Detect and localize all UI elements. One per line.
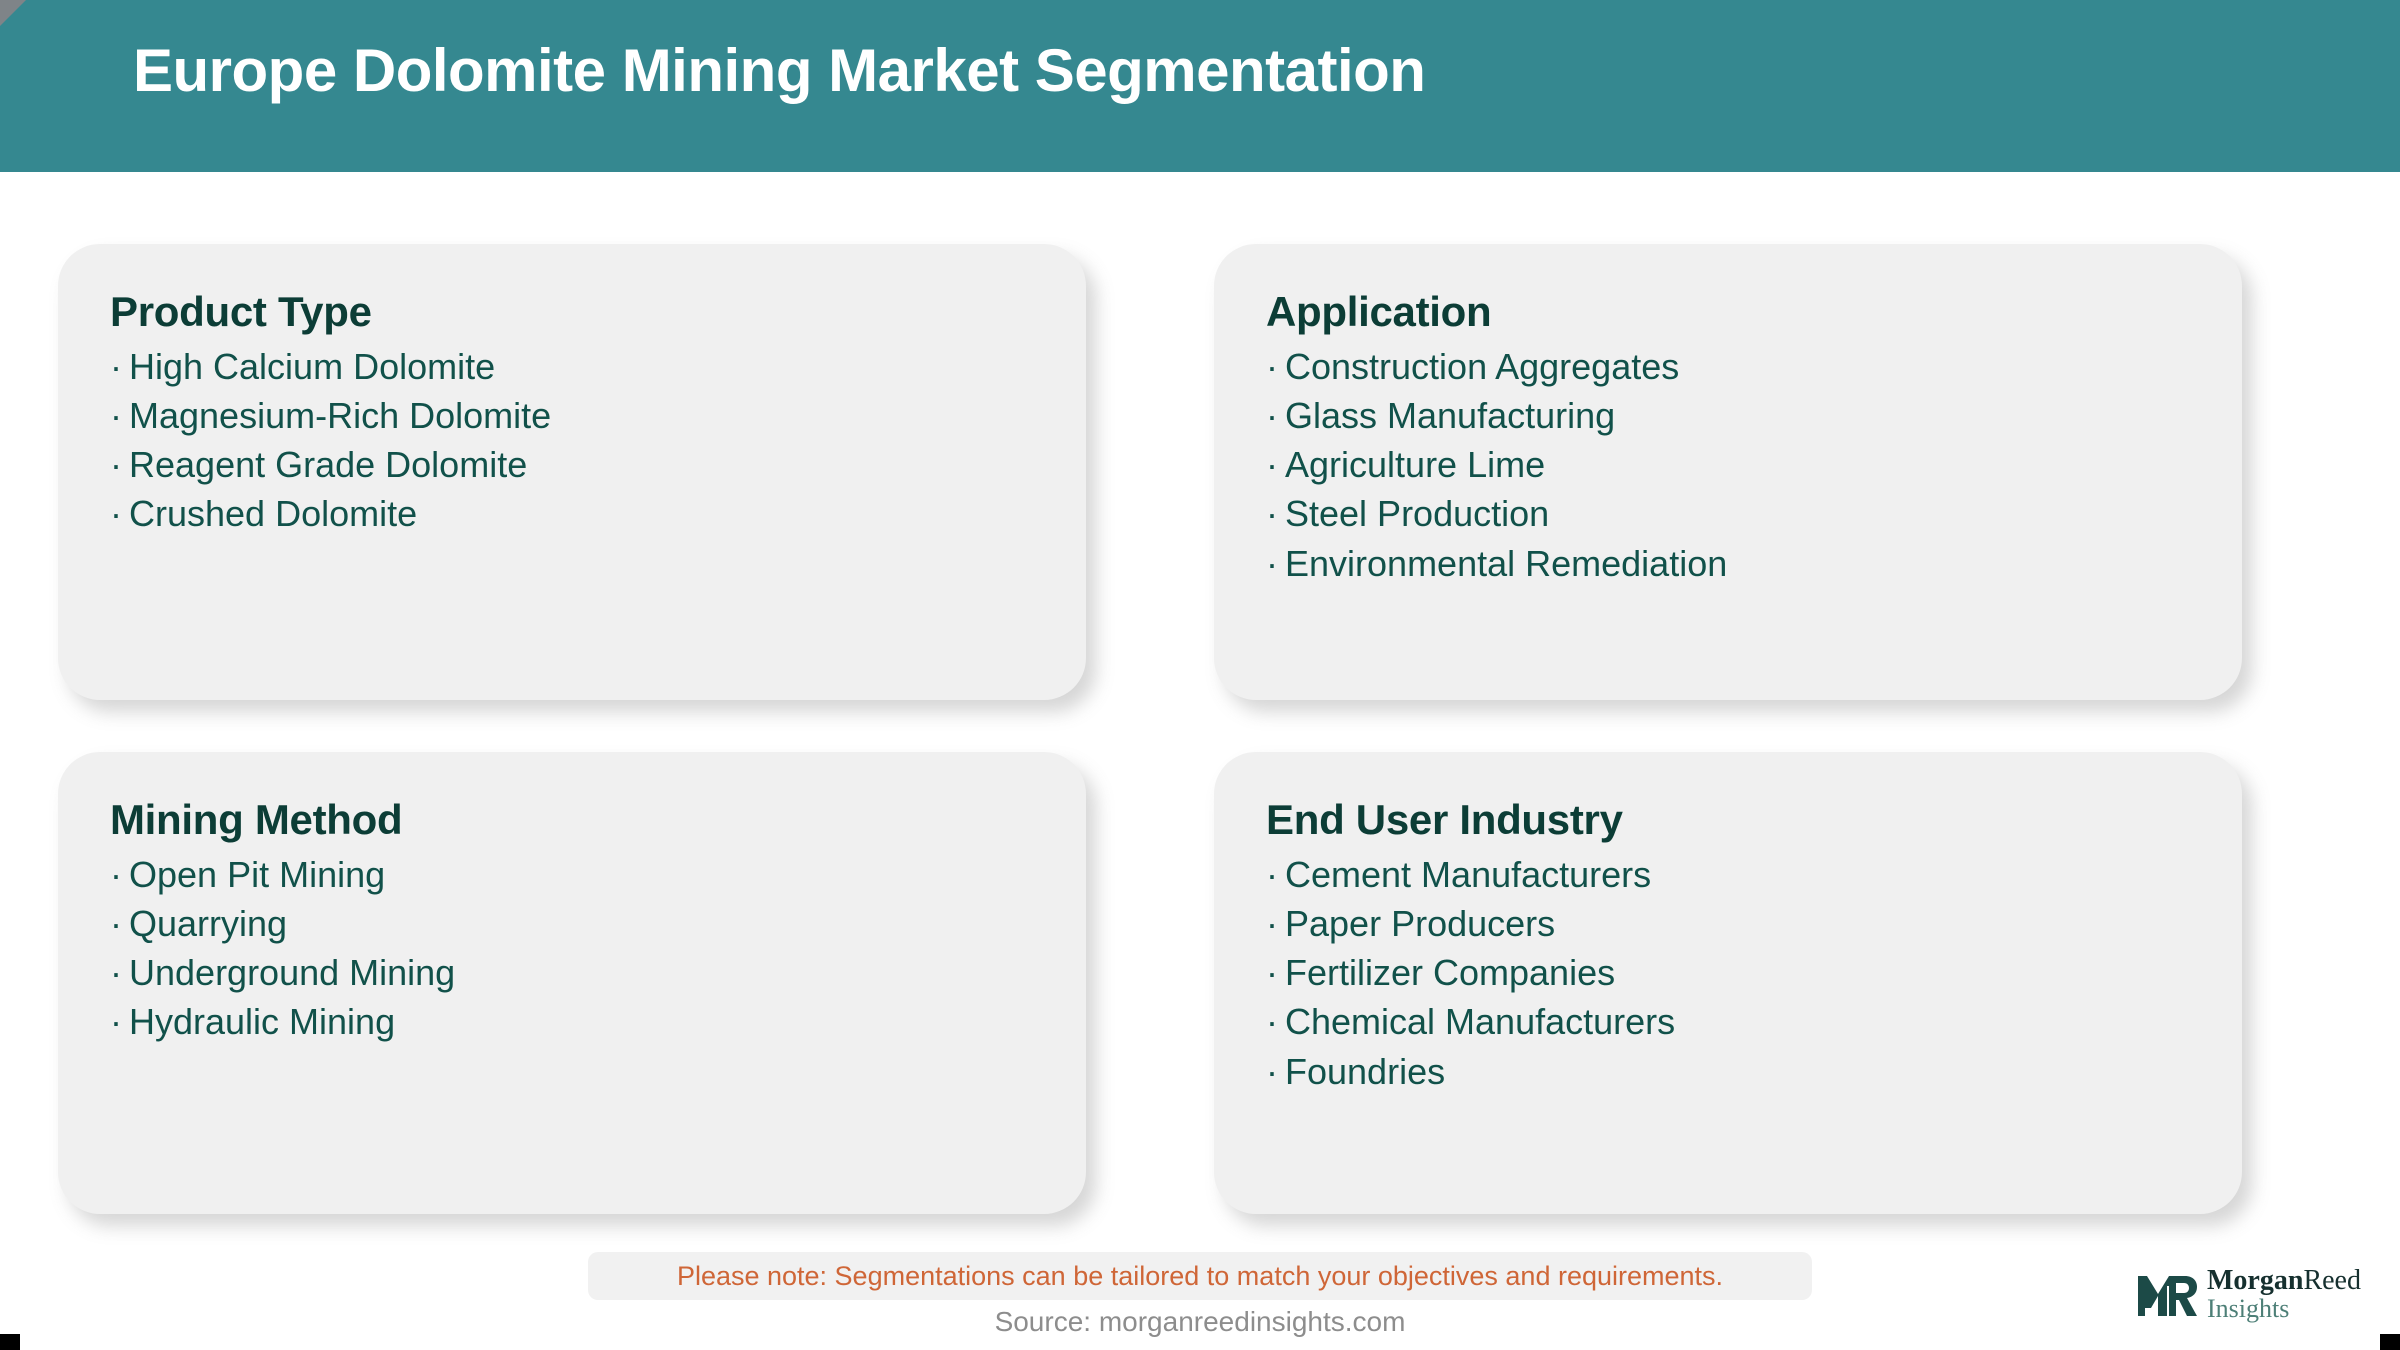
bullet-icon: · [110, 903, 122, 945]
bullet-icon: · [1266, 444, 1278, 486]
corner-notch-decoration [0, 0, 26, 26]
tailoring-note-banner: Please note: Segmentations can be tailor… [588, 1252, 1812, 1300]
bullet-icon: · [110, 952, 122, 994]
list-item: · Open Pit Mining [110, 850, 1034, 899]
list-item-label: Environmental Remediation [1285, 542, 1728, 584]
bullet-icon: · [110, 444, 122, 486]
list-item: · Construction Aggregates [1266, 342, 2190, 391]
bullet-icon: · [1266, 395, 1278, 437]
bullet-icon: · [1266, 1050, 1278, 1092]
list-item-label: Foundries [1285, 1050, 1446, 1092]
list-item-label: Steel Production [1285, 493, 1550, 535]
list-item: · Fertilizer Companies [1266, 948, 2190, 997]
logo-brand-reed: Reed [2303, 1265, 2361, 1297]
list-item: · Steel Production [1266, 489, 2190, 538]
card-item-list: · Construction Aggregates · Glass Manufact… [1266, 342, 2190, 588]
list-item-label: Glass Manufacturing [1285, 395, 1616, 437]
list-item: · Chemical Manufacturers [1266, 997, 2190, 1046]
list-item: · Agriculture Lime [1266, 440, 2190, 489]
corner-marker-right [2380, 1334, 2400, 1350]
list-item: · Foundries [1266, 1047, 2190, 1096]
list-item: · Hydraulic Mining [110, 997, 1034, 1046]
card-title: Product Type [110, 288, 372, 335]
logo-brand-tagline: Insights [2207, 1294, 2290, 1324]
bullet-icon: · [110, 493, 122, 535]
bullet-icon: · [1266, 542, 1278, 584]
list-item-label: Agriculture Lime [1285, 444, 1546, 486]
list-item-label: Magnesium-Rich Dolomite [129, 395, 552, 437]
card-item-list: · High Calcium Dolomite · Magnesium-Rich D… [110, 342, 1034, 539]
card-title: End User Industry [1266, 796, 1623, 843]
list-item-label: Construction Aggregates [1285, 346, 1680, 387]
card-item-list: · Open Pit Mining · Quarrying · Underground… [110, 850, 1034, 1047]
bullet-icon: · [1266, 493, 1278, 535]
mr-monogram-icon [2138, 1276, 2197, 1316]
list-item: · Quarrying [110, 899, 1034, 948]
bullet-icon: · [1266, 903, 1278, 945]
list-item-label: Paper Producers [1285, 903, 1556, 945]
tailoring-note-text: Please note: Segmentations can be tailor… [676, 1260, 1724, 1291]
list-item: · Crushed Dolomite [110, 489, 1034, 538]
list-item: · Reagent Grade Dolomite [110, 440, 1034, 489]
list-item-label: Cement Manufacturers [1285, 854, 1652, 895]
card-item-list: · Cement Manufacturers · Paper Producers ·… [1266, 850, 2190, 1096]
segmentation-cards-grid: Product Type · High Calcium Dolomite · Mag… [58, 244, 2242, 1214]
source-attribution: Source: morganreedinsights.com [994, 1306, 1406, 1337]
list-item-label: Open Pit Mining [129, 854, 386, 895]
segmentation-card-mining-method: Mining Method · Open Pit Mining · Quarryin… [58, 752, 1086, 1214]
bullet-icon: · [1266, 346, 1278, 387]
segmentation-card-application: Application · Construction Aggregates · Gl… [1214, 244, 2242, 700]
brand-logo: MorganReed Insights [2136, 1262, 2372, 1328]
bullet-icon: · [1266, 854, 1278, 895]
bullet-icon: · [110, 854, 122, 895]
logo-wordmark: MorganReed Insights [2207, 1267, 2361, 1322]
bullet-icon: · [1266, 1001, 1278, 1043]
list-item-label: Reagent Grade Dolomite [129, 444, 528, 486]
list-item-label: High Calcium Dolomite [129, 346, 496, 387]
bullet-icon: · [110, 395, 122, 437]
corner-marker-left [0, 1334, 20, 1350]
list-item: · Paper Producers [1266, 899, 2190, 948]
list-item: · Magnesium-Rich Dolomite [110, 391, 1034, 440]
bullet-icon: · [110, 346, 122, 387]
segmentation-card-end-user-industry: End User Industry · Cement Manufacturers … [1214, 752, 2242, 1214]
card-title: Application [1266, 288, 1492, 335]
list-item-label: Hydraulic Mining [129, 1001, 396, 1043]
list-item: · High Calcium Dolomite [110, 342, 1034, 391]
list-item-label: Chemical Manufacturers [1285, 1001, 1676, 1043]
bullet-icon: · [110, 1001, 122, 1043]
card-title: Mining Method [110, 796, 403, 843]
segmentation-card-product-type: Product Type · High Calcium Dolomite · Mag… [58, 244, 1086, 700]
list-item-label: Fertilizer Companies [1285, 952, 1616, 994]
logo-brand-morgan: Morgan [2207, 1265, 2304, 1297]
list-item: · Environmental Remediation [1266, 539, 2190, 588]
list-item-label: Crushed Dolomite [129, 493, 418, 535]
list-item: · Underground Mining [110, 948, 1034, 997]
bullet-icon: · [1266, 952, 1278, 994]
header-bar: Europe Dolomite Mining Market Segmentati… [0, 0, 2400, 172]
logo-brand-name: MorganReed [2207, 1267, 2361, 1296]
page-title: Europe Dolomite Mining Market Segmentati… [133, 37, 1426, 104]
list-item: · Cement Manufacturers [1266, 850, 2190, 899]
list-item-label: Underground Mining [129, 952, 456, 994]
list-item-label: Quarrying [129, 903, 288, 945]
list-item: · Glass Manufacturing [1266, 391, 2190, 440]
